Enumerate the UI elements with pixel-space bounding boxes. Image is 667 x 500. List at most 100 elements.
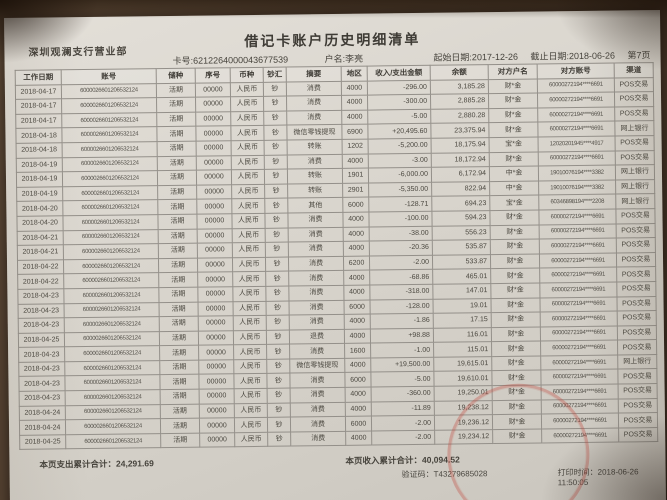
table-cell: 消费 <box>290 387 346 403</box>
table-cell: POS交易 <box>618 427 658 443</box>
table-cell: 60000272194****6691 <box>541 427 619 444</box>
table-cell: 活期 <box>160 418 200 434</box>
table-cell: 17.15 <box>433 312 492 328</box>
table-cell: 19,615.01 <box>433 356 492 372</box>
table-cell: 钞 <box>263 110 287 126</box>
table-cell: 1600 <box>344 343 371 359</box>
table-cell: 4000 <box>344 357 371 373</box>
table-cell: 网上银行 <box>615 179 655 195</box>
table-cell: 人民币 <box>231 140 265 156</box>
table-cell: -11.89 <box>371 400 435 417</box>
table-cell: POS交易 <box>616 296 657 312</box>
table-cell: 12020201945****4917 <box>538 136 616 152</box>
table-cell: 财*金 <box>488 93 538 109</box>
table-cell: 活期 <box>158 257 198 273</box>
table-cell: POS交易 <box>615 135 655 151</box>
table-cell: 活期 <box>160 389 200 405</box>
table-cell: 60000272194****6691 <box>539 238 617 254</box>
statement-paper: 深圳观澜支行营业部 借记卡账户历史明细清单 卡号:621226400004367… <box>4 9 667 500</box>
table-cell: 6000026601206532124 <box>64 302 160 318</box>
table-cell: 6000026601206532124 <box>65 433 161 450</box>
table-cell: -20.36 <box>369 240 433 256</box>
card-number: 卡号:6212264000043677539 <box>172 54 289 66</box>
table-cell: 60000272194****6691 <box>541 413 619 429</box>
table-cell: +20,495.60 <box>367 123 432 140</box>
table-cell: 2018-04-23 <box>17 288 65 304</box>
table-cell: 60000272194****6691 <box>537 121 616 137</box>
table-cell: 财*金 <box>491 326 541 342</box>
table-cell: 钞 <box>267 402 291 418</box>
table-cell: 00000 <box>196 169 232 185</box>
table-cell: 19.01 <box>432 298 492 314</box>
table-cell: -5,200.00 <box>368 138 432 154</box>
table-cell: 活期 <box>157 170 197 186</box>
table-cell: 694.23 <box>431 195 490 212</box>
table-cell: 19,610.01 <box>433 371 493 387</box>
table-cell: 2018-04-20 <box>16 215 64 231</box>
column-header-7: 地区 <box>341 66 368 81</box>
table-cell: -360.00 <box>371 386 435 402</box>
table-cell: 00000 <box>197 242 233 258</box>
table-cell: 2018-04-17 <box>15 113 62 129</box>
table-cell: 2018-04-23 <box>18 376 66 392</box>
table-cell: 6000026601206532124 <box>65 418 161 435</box>
table-cell: 4000 <box>341 80 368 96</box>
table-cell: 钞 <box>266 315 290 331</box>
table-cell: 00000 <box>197 257 233 273</box>
table-cell: 财*金 <box>491 341 541 357</box>
table-cell: 6000026601206532124 <box>64 375 161 391</box>
column-header-3: 序号 <box>195 67 231 83</box>
table-cell: 消费 <box>286 80 342 97</box>
table-cell: 中*金 <box>489 166 539 182</box>
table-cell: -300.00 <box>367 94 431 110</box>
table-cell: 财*金 <box>488 107 538 123</box>
table-cell: 钞 <box>264 212 289 228</box>
table-cell: 中*金 <box>489 180 539 196</box>
table-cell: 19,234.12 <box>434 429 493 445</box>
table-cell: 00000 <box>197 272 233 288</box>
table-cell: 6000 <box>345 416 372 432</box>
table-cell: 2018-04-21 <box>17 230 64 246</box>
table-cell: 转账 <box>287 139 343 155</box>
table-cell: 3,185.28 <box>430 79 489 95</box>
verification-code: 验证码：T43279685028 <box>401 469 488 480</box>
table-cell: 00000 <box>196 155 232 171</box>
table-cell: 6000026601206532124 <box>63 243 159 260</box>
table-cell: 6000026601206532124 <box>61 112 157 129</box>
table-cell: -2.00 <box>369 255 433 271</box>
table-cell: 6200 <box>343 255 370 271</box>
table-cell: -1.86 <box>370 313 434 329</box>
table-cell: POS交易 <box>617 339 657 355</box>
table-cell: 18,172.94 <box>431 152 490 168</box>
table-cell: 人民币 <box>232 227 266 243</box>
table-cell: 1202 <box>342 139 369 154</box>
table-cell: 60000272194****6691 <box>540 325 618 342</box>
table-cell: +98.88 <box>370 327 434 344</box>
table-cell: 60000272194****6691 <box>538 150 616 167</box>
table-cell: 2018-04-23 <box>18 303 65 319</box>
table-cell: 活期 <box>157 199 197 215</box>
table-cell: 6000026601206532124 <box>62 156 158 172</box>
table-cell: 财*金 <box>490 268 540 284</box>
table-cell: 财*金 <box>491 370 542 386</box>
table-cell: 00000 <box>196 199 232 215</box>
table-cell: POS交易 <box>615 208 656 224</box>
table-cell: 60346898194****2208 <box>538 194 616 210</box>
table-cell: 网上银行 <box>615 164 655 180</box>
table-cell: 4000 <box>343 241 370 257</box>
table-cell: 人民币 <box>230 111 264 127</box>
table-cell: 人民币 <box>234 432 268 448</box>
table-cell: 其他 <box>287 197 343 213</box>
table-cell: 钞 <box>266 344 290 360</box>
table-cell: 钞 <box>264 169 288 185</box>
table-cell: 23,375.94 <box>430 122 490 139</box>
table-cell: 6000026601206532124 <box>61 127 158 143</box>
table-cell: 6000026601206532124 <box>62 199 158 216</box>
table-cell: 2018-04-23 <box>18 347 65 363</box>
table-cell: 宝*金 <box>489 195 539 211</box>
table-cell: -1.00 <box>370 342 434 358</box>
table-cell: 00000 <box>195 126 232 142</box>
table-cell: 2018-04-19 <box>16 186 63 202</box>
table-cell: 人民币 <box>234 417 268 433</box>
table-cell: 财*金 <box>492 385 542 401</box>
